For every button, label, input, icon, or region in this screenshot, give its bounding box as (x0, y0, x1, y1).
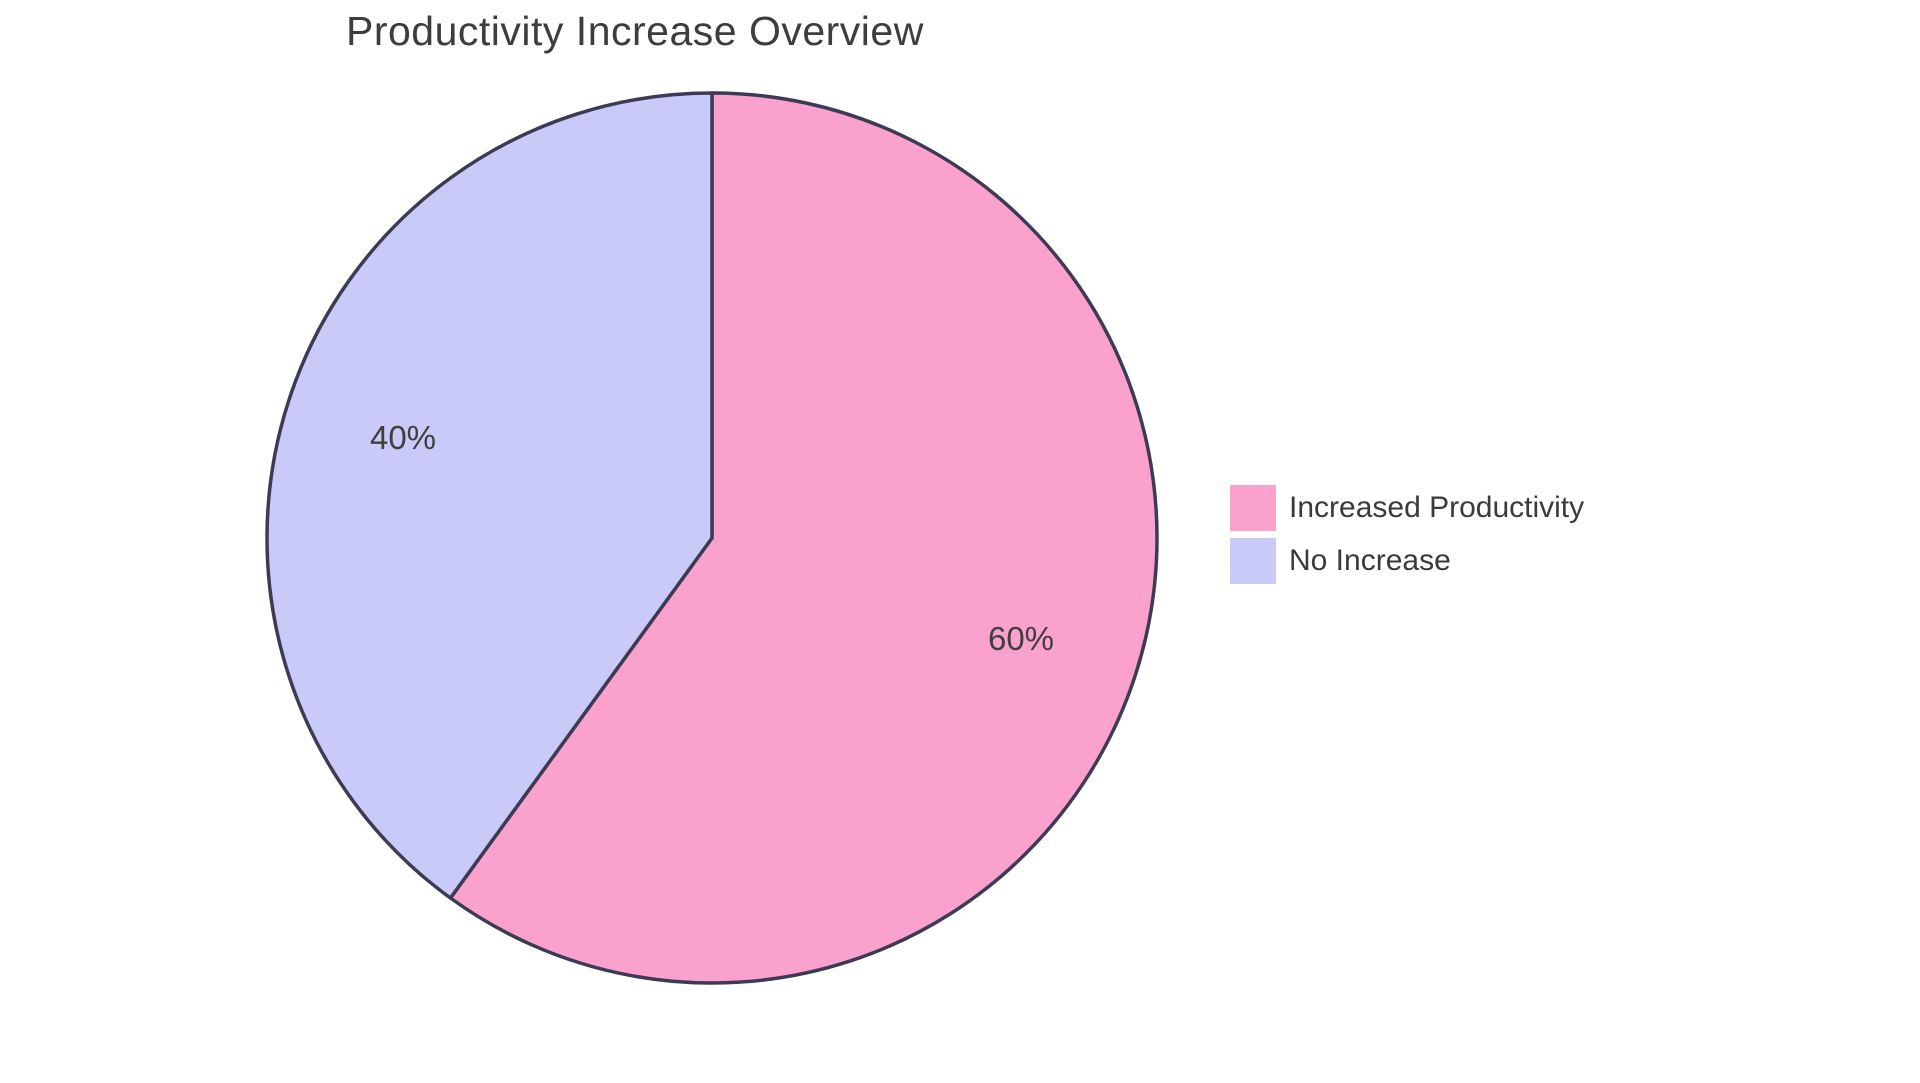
pie-slice-1[interactable] (265, 91, 714, 900)
legend-swatch-no-increase (1230, 538, 1276, 584)
legend-label: No Increase (1289, 544, 1451, 577)
pie-slice-0[interactable] (448, 91, 1159, 985)
chart-title: Productivity Increase Overview (346, 8, 924, 54)
pie-slice-percent-label: 40% (370, 419, 436, 456)
pie-slice-percent-label: 60% (988, 620, 1054, 657)
legend-label: Increased Productivity (1289, 491, 1585, 524)
legend-item-no-increase[interactable]: No Increase (1230, 538, 1584, 584)
legend: Increased Productivity No Increase (1230, 485, 1584, 584)
legend-item-increased-productivity[interactable]: Increased Productivity (1230, 485, 1584, 531)
legend-swatch-increased-productivity (1230, 485, 1276, 531)
